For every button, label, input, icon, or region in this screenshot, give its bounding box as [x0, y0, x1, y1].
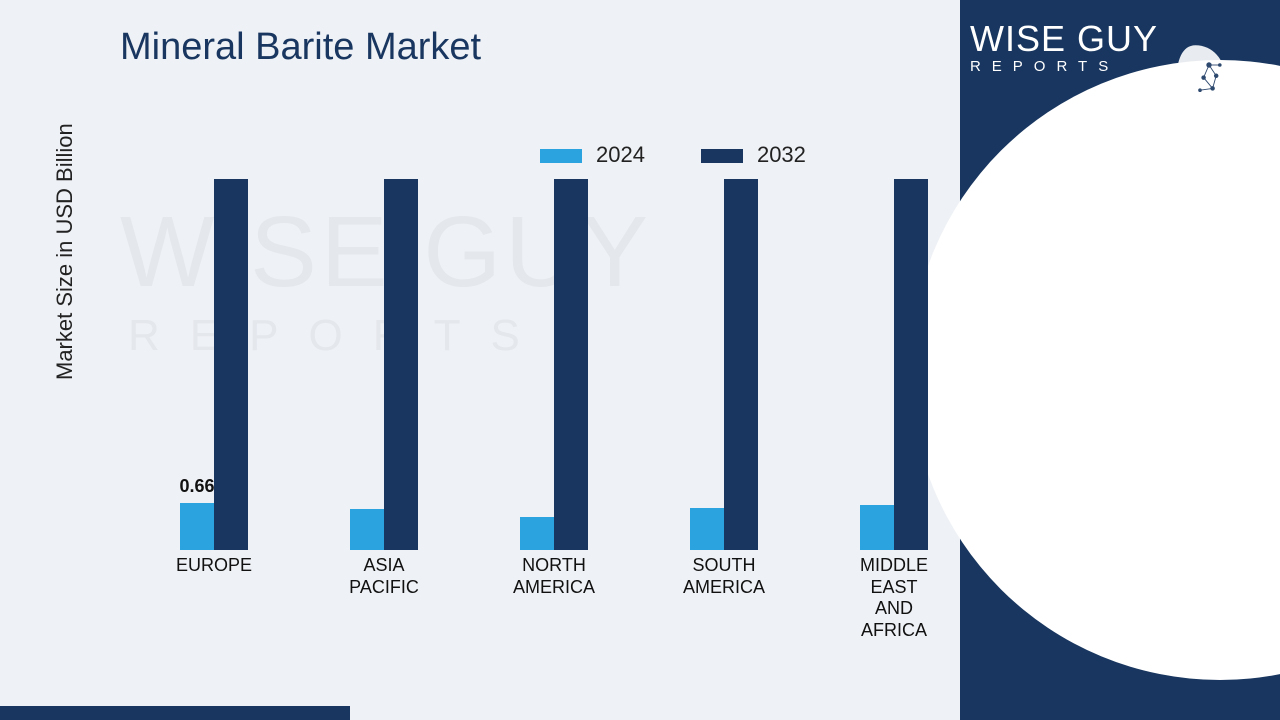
legend-label-2024: 2024 [596, 142, 645, 167]
legend-swatch-2032 [701, 149, 743, 163]
bar-2024 [350, 509, 384, 550]
chart-canvas: WISE GUY REPORTS WISE GUY REPORTS Minera… [0, 0, 1280, 720]
bar-2024 [180, 503, 214, 550]
bar-group [500, 175, 620, 550]
bar-group [670, 175, 790, 550]
bar-2032 [554, 179, 588, 550]
chart-title: Mineral Barite Market [120, 26, 481, 69]
x-tick-label: MIDDLEEASTANDAFRICA [824, 555, 964, 641]
logo-line1: WISE GUY [970, 18, 1158, 60]
legend-swatch-2024 [540, 149, 582, 163]
legend-item-2032: 2032 [701, 142, 806, 168]
chart-legend: 2024 2032 [540, 142, 806, 168]
x-tick-label: EUROPE [144, 555, 284, 577]
legend-item-2024: 2024 [540, 142, 645, 168]
x-tick-label: SOUTHAMERICA [654, 555, 794, 598]
x-tick-label: NORTHAMERICA [484, 555, 624, 598]
value-label: 0.66 [179, 476, 214, 497]
bar-group [330, 175, 450, 550]
legend-label-2032: 2032 [757, 142, 806, 167]
bar-group [160, 175, 280, 550]
x-tick-label: ASIAPACIFIC [314, 555, 454, 598]
plot-area: 0.66 [120, 175, 940, 550]
y-axis-label: Market Size in USD Billion [52, 123, 78, 380]
bar-2032 [724, 179, 758, 550]
bar-2032 [214, 179, 248, 550]
bar-2024 [860, 505, 894, 550]
bar-2032 [894, 179, 928, 550]
bar-group [840, 175, 960, 550]
brand-logo: WISE GUY REPORTS [970, 18, 1256, 75]
logo-line2: REPORTS [970, 58, 1158, 75]
bar-2024 [520, 517, 554, 550]
bar-2032 [384, 179, 418, 550]
bar-2024 [690, 508, 724, 550]
footer-accent-bar [0, 706, 350, 720]
